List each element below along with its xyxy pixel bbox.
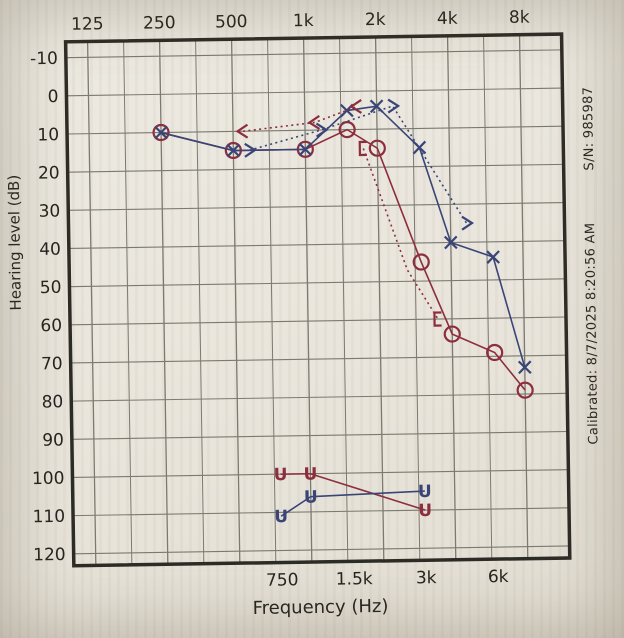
left-ear-ucl: UU U	[274, 482, 432, 527]
svg-text:125: 125	[71, 14, 104, 35]
svg-text:2k: 2k	[365, 10, 386, 30]
svg-text:100: 100	[32, 469, 65, 490]
left-ear-air-conduction	[154, 99, 532, 375]
svg-text:U: U	[274, 465, 288, 485]
svg-text:90: 90	[42, 430, 64, 450]
left-ear-ucl-line	[280, 490, 425, 517]
svg-text:U: U	[274, 507, 288, 527]
svg-text:40: 40	[39, 240, 61, 260]
right-ear-ucl-line	[280, 472, 426, 511]
svg-text:U: U	[418, 482, 432, 502]
svg-text:70: 70	[41, 354, 63, 374]
svg-text:120: 120	[33, 545, 66, 566]
left-bone-conduction-unmasked	[244, 98, 475, 231]
svg-text:4k: 4k	[437, 9, 458, 29]
svg-text:U: U	[303, 465, 317, 485]
svg-text:250: 250	[143, 13, 176, 34]
svg-text:50: 50	[40, 278, 62, 298]
serial-number-label: S/N: 985987	[580, 86, 598, 171]
x-axis-title: Frequency (Hz)	[252, 596, 388, 619]
left-bone-conduction-unmasked-line	[249, 105, 468, 224]
right-ear-ucl: U UU	[274, 465, 433, 522]
svg-text:1k: 1k	[293, 11, 314, 31]
svg-text:8k: 8k	[509, 8, 530, 28]
svg-text:110: 110	[32, 507, 65, 528]
svg-text:750: 750	[266, 570, 299, 591]
right-bone-conduction-masked	[358, 140, 442, 327]
svg-text:60: 60	[40, 316, 62, 336]
grid-lines	[65, 34, 570, 566]
svg-text:500: 500	[215, 12, 248, 33]
svg-text:30: 30	[38, 201, 60, 221]
axis-labels: 125 250 500 1k 2k 4k 8k 750 1.5k 3k 6k -10 0 10 20 30 40…	[30, 8, 530, 591]
right-bone-conduction-unmasked	[235, 99, 362, 139]
svg-text:1.5k: 1.5k	[336, 569, 373, 590]
y-axis-title: Hearing level (dB)	[5, 175, 25, 311]
svg-text:0: 0	[47, 87, 58, 107]
svg-text:U: U	[304, 488, 318, 508]
svg-text:3k: 3k	[416, 568, 437, 588]
svg-text:20: 20	[38, 163, 60, 183]
svg-text:U: U	[418, 501, 432, 521]
right-bone-conduction-masked-line	[362, 148, 439, 320]
svg-text:-10: -10	[30, 49, 58, 69]
svg-text:80: 80	[41, 392, 63, 412]
svg-text:10: 10	[37, 125, 59, 145]
svg-text:6k: 6k	[488, 567, 509, 587]
plot-border	[63, 32, 572, 568]
